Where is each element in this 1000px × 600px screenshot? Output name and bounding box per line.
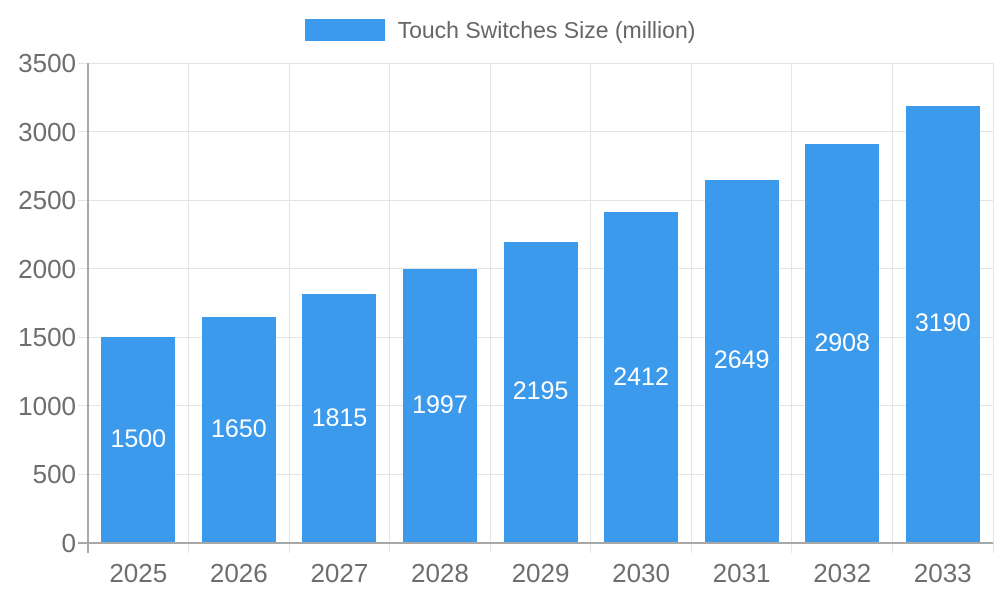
x-axis-tick-label: 2033 [913, 558, 972, 588]
y-axis-tick-label: 2000 [18, 253, 76, 284]
bar-value-label: 1815 [311, 403, 368, 432]
legend-swatch-icon [304, 19, 385, 41]
x-gridline [188, 63, 190, 553]
x-axis-tick-label: 2029 [511, 558, 570, 588]
bar-value-label: 2649 [713, 346, 770, 375]
x-axis-tick-label: 2028 [411, 558, 469, 588]
x-axis-tick-label: 2025 [109, 558, 168, 588]
y-axis-line [87, 63, 89, 553]
x-axis-line [78, 542, 993, 544]
bar-2027[interactable]: 1815 [302, 294, 377, 542]
bar-value-label: 1650 [211, 414, 267, 443]
x-axis-tick-label: 2031 [712, 558, 771, 588]
x-gridline [590, 63, 592, 553]
bar-2026[interactable]: 1650 [201, 316, 276, 542]
y-axis-tick-label: 1000 [18, 390, 76, 421]
y-gridline [78, 131, 993, 133]
legend-series-label: Touch Switches Size (million) [397, 16, 696, 43]
x-gridline [891, 63, 893, 553]
y-gridline [78, 62, 993, 64]
bar-value-label: 1997 [412, 391, 468, 420]
bar-2028[interactable]: 1997 [402, 269, 477, 542]
y-axis-tick-label: 500 [32, 459, 76, 490]
y-gridline [78, 199, 993, 201]
bar-value-label: 3190 [914, 309, 971, 338]
bar-2031[interactable]: 2649 [704, 179, 779, 542]
x-gridline [288, 63, 290, 553]
y-axis-tick-label: 0 [61, 528, 76, 558]
bar-value-label: 1500 [110, 425, 167, 454]
bar-2033[interactable]: 3190 [905, 105, 980, 542]
x-axis-tick-label: 2030 [612, 558, 670, 588]
x-gridline [489, 63, 491, 553]
bar-2032[interactable]: 2908 [805, 144, 880, 542]
x-axis-tick-label: 2027 [310, 558, 369, 588]
bar-value-label: 2908 [814, 328, 870, 357]
bar-value-label: 2412 [613, 362, 669, 391]
x-axis-tick-label: 2026 [209, 558, 268, 588]
y-axis-tick-label: 3500 [18, 48, 76, 78]
x-axis-tick-label: 2032 [813, 558, 872, 588]
y-axis-tick-label: 3000 [18, 116, 76, 147]
x-gridline [992, 63, 994, 553]
y-axis-tick-label: 1500 [18, 322, 76, 353]
x-gridline [791, 63, 793, 553]
chart-legend[interactable]: Touch Switches Size (million) [0, 10, 1000, 50]
x-gridline [690, 63, 692, 553]
bar-2029[interactable]: 2195 [503, 241, 578, 542]
bar-2030[interactable]: 2412 [604, 212, 679, 542]
x-gridline [389, 63, 391, 553]
bar-value-label: 2195 [512, 377, 569, 406]
bar-2025[interactable]: 1500 [101, 337, 176, 542]
y-axis-tick-label: 2500 [18, 185, 76, 216]
